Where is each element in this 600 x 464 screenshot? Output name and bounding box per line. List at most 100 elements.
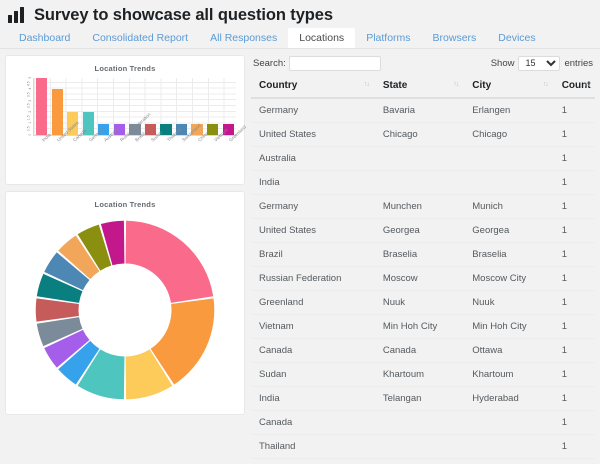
table-body: Germany Bavaria Erlangen 1 United States Chic…	[251, 98, 595, 459]
table-row: United States Chicago Chicago 1	[251, 122, 595, 147]
cell-country: India	[251, 386, 375, 411]
cell-state	[374, 170, 465, 195]
table-row: Russian Federation Moscow Moscow City 1	[251, 266, 595, 291]
bar-chart-icon	[8, 7, 26, 23]
bar-chart-y-axis: 5 4.5 4 3.5 3 2.5 2 1.5 1 0.5 0	[12, 76, 32, 136]
y-tick: 4.5	[26, 81, 31, 86]
x-tick: Russian Federation	[118, 111, 152, 143]
tab-all-responses[interactable]: All Responses	[210, 32, 278, 44]
bar-column	[205, 78, 221, 135]
tab-dashboard[interactable]: Dashboard	[19, 32, 71, 44]
entries-group: Show 10152550100 entries	[491, 55, 595, 71]
bar-column	[220, 78, 236, 135]
column-header-country-label: Country	[259, 80, 298, 91]
bar	[67, 112, 79, 135]
cell-count: 1	[553, 170, 595, 195]
donut-slice	[100, 220, 125, 266]
bar-column	[96, 78, 112, 135]
tab-consolidated-report[interactable]: Consolidated Report	[92, 32, 189, 44]
table-row: Thailand 1	[251, 434, 595, 459]
locations-table: Country ↑↓ State ↑↓ City ↑↓	[251, 77, 595, 459]
cell-count: 1	[553, 362, 595, 387]
x-tick: India	[40, 132, 52, 143]
table-row: India 1	[251, 170, 595, 195]
bar-column	[81, 78, 97, 135]
donut-slice	[58, 340, 100, 385]
cell-state: Munchen	[374, 194, 465, 219]
cell-state: Braselia	[374, 242, 465, 267]
y-tick: 1.5	[26, 114, 31, 120]
cell-state: Georgea	[374, 218, 465, 243]
donut-slice	[36, 273, 83, 303]
tab-browsers[interactable]: Browsers	[432, 32, 477, 44]
tab-devices[interactable]: Devices	[498, 32, 536, 44]
cell-state: Khartoum	[374, 362, 465, 387]
cell-city: Ottawa	[464, 338, 554, 363]
cell-city: Munich	[464, 194, 554, 219]
donut-slice	[125, 220, 214, 303]
search-input[interactable]	[288, 55, 381, 71]
cell-count: 1	[553, 98, 595, 123]
x-tick: China	[196, 130, 210, 143]
sort-both-icon: ↑↓	[363, 81, 370, 88]
donut-chart-svg	[35, 220, 215, 400]
x-tick: Sudan	[150, 129, 164, 143]
cell-city	[464, 170, 554, 195]
bar	[144, 123, 157, 135]
cell-city: Erlangen	[464, 98, 554, 123]
bar	[98, 123, 110, 135]
cell-state: Nuuk	[374, 290, 465, 315]
bar	[222, 123, 234, 135]
bar	[175, 123, 188, 135]
page-header: Survey to showcase all question types	[0, 0, 600, 28]
cell-country: Germany	[251, 98, 375, 123]
table-row: Germany Bavaria Erlangen 1	[251, 98, 595, 123]
bar-column	[112, 78, 128, 135]
column-header-state-label: State	[382, 80, 408, 91]
donut-slice	[44, 252, 90, 291]
y-tick: 3.5	[26, 92, 31, 98]
bar-column	[127, 78, 143, 135]
cell-city: Braselia	[464, 242, 554, 267]
cell-city: Min Hoh City	[464, 314, 554, 339]
bar-column	[174, 78, 190, 135]
bar-chart-plot: 5 4.5 4 3.5 3 2.5 2 1.5 1 0.5 0 India United States…	[12, 76, 247, 181]
charts-column: Location Trends 5 4.5 4 3.5 3 2.5 2 1.5 1 0.5 0 In…	[5, 55, 247, 464]
cell-city	[464, 410, 554, 435]
table-row: Sudan Khartoum Khartoum 1	[251, 362, 595, 387]
bar-column	[189, 78, 205, 135]
column-header-count[interactable]: Count ↑↓	[553, 77, 595, 99]
donut-slice	[36, 317, 83, 347]
cell-count: 1	[553, 410, 595, 435]
x-tick: United States	[56, 120, 80, 143]
cell-country: Russian Federation	[251, 266, 375, 291]
bar-column	[65, 78, 81, 135]
column-header-country[interactable]: Country ↑↓	[251, 77, 375, 99]
bar	[191, 123, 203, 135]
cell-state	[374, 434, 465, 459]
cell-count: 1	[553, 290, 595, 315]
bar-chart-x-axis: India United States Canada Germany Australia…	[33, 111, 247, 181]
cell-count: 1	[553, 122, 595, 147]
column-header-state[interactable]: State ↑↓	[374, 77, 465, 99]
cell-city: Nuuk	[464, 290, 554, 315]
bar-column	[50, 78, 66, 135]
column-header-count-label: Count	[561, 80, 591, 91]
x-tick: Thailand	[165, 126, 182, 143]
sort-both-icon: ↑↓	[453, 81, 459, 88]
cell-country: Canada	[251, 410, 375, 435]
bar-chart-title: Location Trends	[94, 64, 156, 73]
donut-chart-card: Location Trends	[5, 191, 245, 415]
donut-chart-plot	[12, 212, 238, 408]
cell-count: 1	[553, 434, 595, 459]
cell-country: India	[251, 170, 375, 195]
cell-count: 1	[553, 146, 595, 171]
column-header-city[interactable]: City ↑↓	[464, 77, 554, 99]
tab-platforms[interactable]: Platforms	[366, 32, 411, 44]
cell-state: Chicago	[374, 122, 465, 147]
search-label: Search:	[253, 57, 286, 69]
x-tick: Canada	[72, 128, 88, 143]
entries-select[interactable]: 10152550100	[518, 55, 561, 71]
x-tick: Vietnam	[212, 127, 229, 143]
tab-locations[interactable]: Locations	[288, 28, 356, 48]
